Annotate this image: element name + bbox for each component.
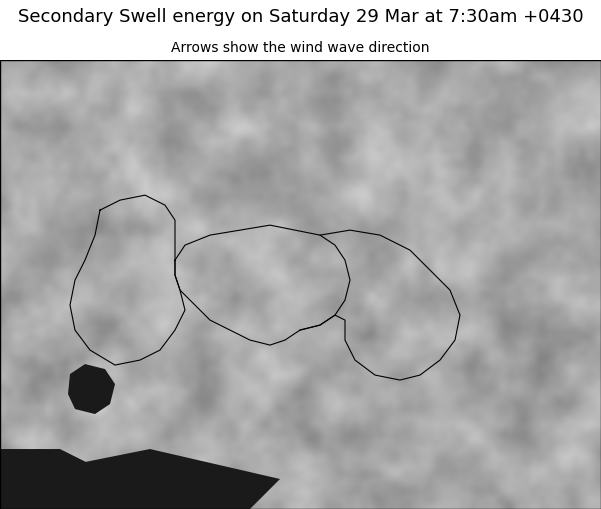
- Text: Arrows show the wind wave direction: Arrows show the wind wave direction: [171, 41, 430, 54]
- Text: Secondary Swell energy on Saturday 29 Mar at 7:30am +0430: Secondary Swell energy on Saturday 29 Ma…: [17, 8, 584, 26]
- Polygon shape: [0, 449, 280, 509]
- Polygon shape: [68, 364, 115, 414]
- Polygon shape: [0, 449, 100, 509]
